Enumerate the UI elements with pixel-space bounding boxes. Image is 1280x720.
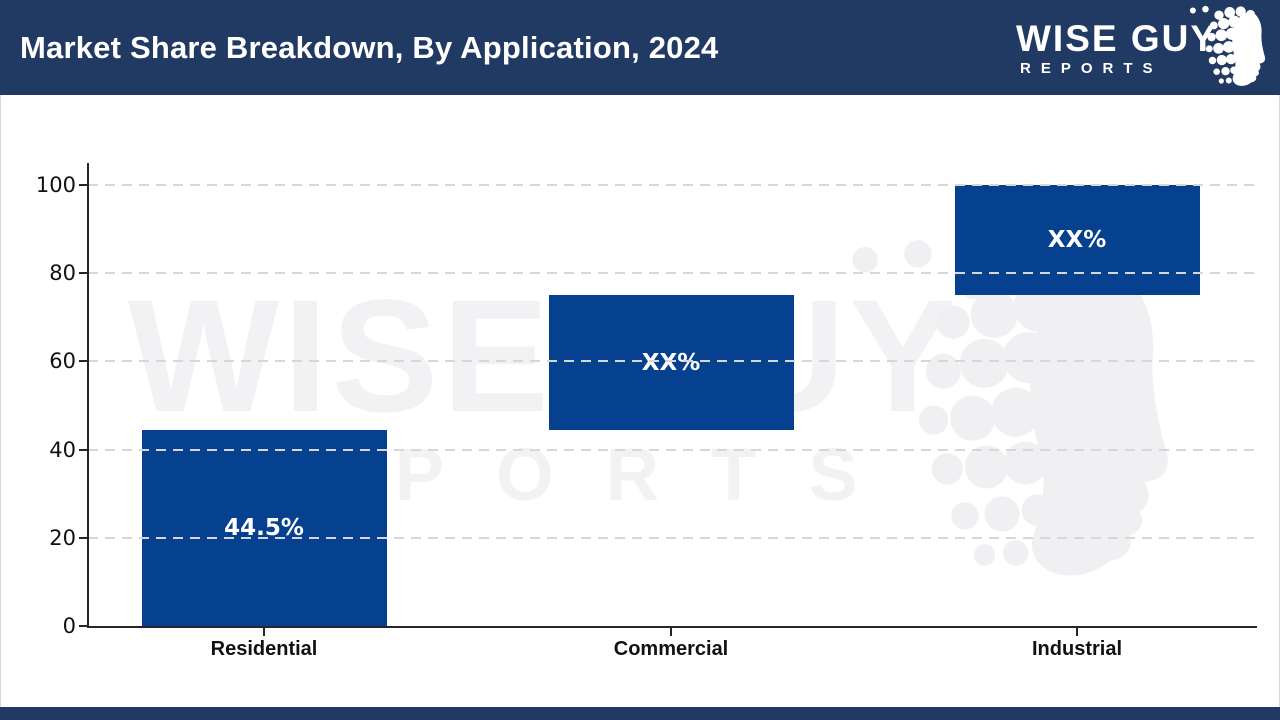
y-axis-tick-label: 60 (49, 349, 76, 374)
y-axis-tick-label: 100 (35, 173, 76, 197)
watermark-wordmark: WISE GUY (128, 266, 961, 445)
gridline-y-60 (88, 360, 1256, 363)
bar-industrial: XX% (954, 185, 1200, 296)
y-axis-line (87, 163, 89, 628)
y-axis-tick-label: 40 (49, 437, 76, 462)
bar-commercial: XX% (548, 295, 794, 430)
logo-wordmark: WISE GUY (1016, 18, 1218, 59)
x-axis-label-residential: Residential (210, 638, 318, 660)
gridline-y-80 (88, 272, 1256, 275)
gridline-y-40 (88, 448, 1256, 451)
bar-residential: 44.5% (141, 429, 387, 626)
y-axis-tick-mark (79, 184, 88, 186)
bar-value-label: 44.5% (224, 514, 304, 541)
bar-value-label: XX% (1047, 227, 1107, 254)
x-axis-line (87, 626, 1257, 628)
wiseguy-logo: WISE GUY REPORTS (1016, 8, 1266, 88)
x-axis-tick-mark (263, 628, 265, 636)
gridline-y-20 (88, 536, 1256, 539)
header-bar: Market Share Breakdown, By Application, … (0, 0, 1280, 95)
y-axis-tick-mark (79, 536, 88, 539)
wiseguy-face-logo-icon (1184, 4, 1268, 95)
plot-area: 0 20 40 60 80 100 44.5% XX% XX% Residential Commer… (0, 95, 1280, 707)
x-axis-tick-mark (670, 628, 672, 636)
footer-bar (0, 707, 1280, 720)
wiseguy-logo-text: WISE GUY REPORTS (1016, 20, 1217, 77)
y-axis-tick-mark (79, 360, 88, 363)
y-axis-tick-mark (79, 448, 88, 451)
y-axis-tick-mark (79, 272, 88, 275)
logo-subtitle: REPORTS (1020, 60, 1163, 77)
y-axis-tick-label: 20 (49, 525, 76, 550)
page-title: Market Share Breakdown, By Application, … (20, 29, 719, 65)
bar-value-label: XX% (641, 349, 701, 376)
y-axis-tick-mark (79, 625, 88, 627)
x-axis-tick-mark (1076, 628, 1078, 636)
y-axis-tick-label: 0 (62, 614, 76, 638)
y-axis-tick-label: 80 (49, 261, 76, 286)
x-axis-label-commercial: Commercial (613, 638, 729, 660)
gridline-y-100 (88, 184, 1256, 186)
x-axis-label-industrial: Industrial (1031, 638, 1122, 660)
